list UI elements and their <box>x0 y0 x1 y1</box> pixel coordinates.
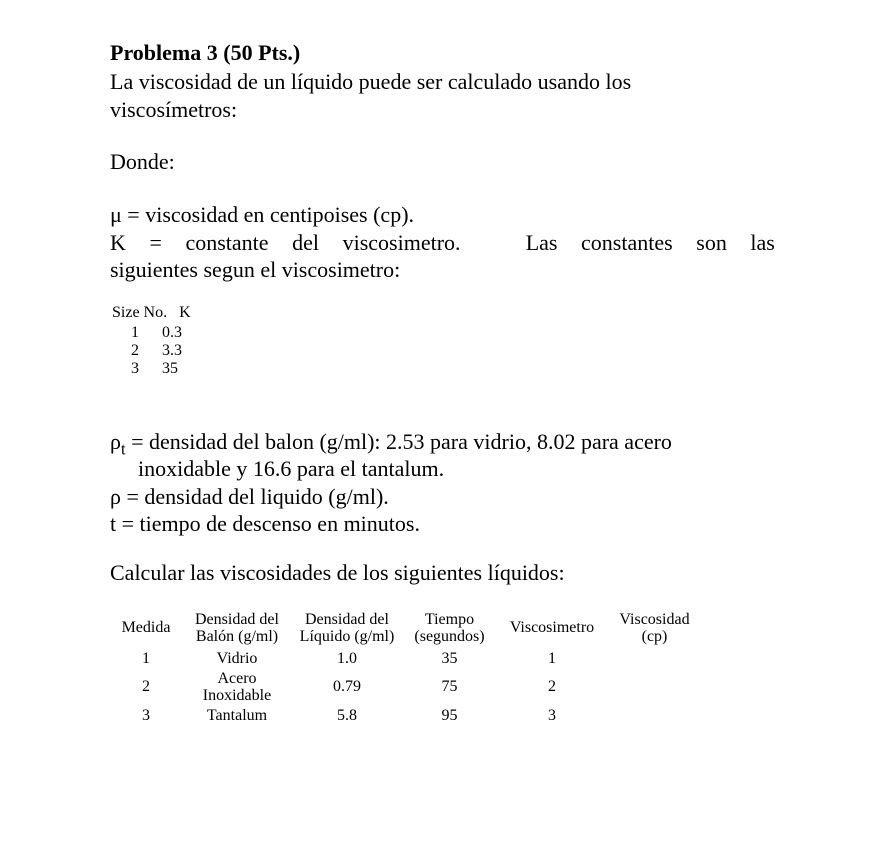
k-size-cell: 2 <box>112 342 158 360</box>
measurements-table: Medida Densidad del Balón (g/ml) Densida… <box>110 610 775 726</box>
cell-medida: 3 <box>110 706 182 726</box>
col-header-cp-l2: (cp) <box>642 628 668 645</box>
col-header-cp: Viscosidad (cp) <box>607 610 702 647</box>
col-header-tiempo-l2: (segundos) <box>414 628 484 645</box>
cell-visc: 1 <box>497 649 607 669</box>
col-header-balon-l1: Densidad del <box>195 611 279 628</box>
k-table-header-k: K <box>179 304 191 321</box>
k-constants-table: Size No. K 1 0.3 2 3.3 3 35 <box>112 304 775 378</box>
rho-symbol: ρ <box>110 429 121 454</box>
intro-line-2: viscosímetros: <box>110 97 237 122</box>
k-value-cell: 35 <box>158 360 198 378</box>
donde-label: Donde: <box>110 149 775 175</box>
cell-medida: 1 <box>110 649 182 669</box>
k-word-7: constantes <box>581 229 673 257</box>
mu-definition: μ = viscosidad en centipoises (cp). K = … <box>110 201 775 284</box>
cell-cp <box>607 715 702 717</box>
cell-cp <box>607 658 702 660</box>
heading-text: Problema 3 (50 Pts.) <box>110 40 300 65</box>
k-word-9: las <box>750 229 774 257</box>
intro-line-1: La viscosidad de un líquido puede ser ca… <box>110 69 631 94</box>
k-value-cell: 0.3 <box>158 324 198 342</box>
col-header-cp-l1: Viscosidad <box>619 611 689 628</box>
cell-balon: Vidrio <box>182 649 292 669</box>
col-header-liquido-l1: Densidad del <box>305 611 389 628</box>
density-definitions: ρt = densidad del balon (g/ml): 2.53 par… <box>110 428 775 538</box>
col-header-balon: Densidad del Balón (g/ml) <box>182 610 292 647</box>
col-header-liquido: Densidad del Líquido (g/ml) <box>292 610 402 647</box>
cell-liquido: 0.79 <box>292 677 402 697</box>
k-table-row: 1 0.3 <box>112 324 775 342</box>
k-word-4: del <box>292 229 319 257</box>
k-line-2: siguientes segun el viscosimetro: <box>110 256 775 284</box>
cell-tiempo: 75 <box>402 677 497 697</box>
cell-liquido: 5.8 <box>292 706 402 726</box>
calculate-label: Calcular las viscosidades de los siguien… <box>110 560 775 586</box>
rho-t-line-2: inoxidable y 16.6 para el tantalum. <box>110 455 775 483</box>
mu-line: μ = viscosidad en centipoises (cp). <box>110 201 775 229</box>
cell-tiempo: 35 <box>402 649 497 669</box>
table-row: 1 Vidrio 1.0 35 1 <box>110 649 775 669</box>
table-row: 3 Tantalum 5.8 95 3 <box>110 706 775 726</box>
cell-cp <box>607 686 702 688</box>
cell-medida: 2 <box>110 677 182 697</box>
rho-t-text: = densidad del balon (g/ml): 2.53 para v… <box>126 429 672 454</box>
k-word-6: Las <box>526 229 558 257</box>
k-size-cell: 3 <box>112 360 158 378</box>
rho-line: ρ = densidad del liquido (g/ml). <box>110 483 775 511</box>
cell-tiempo: 95 <box>402 706 497 726</box>
cell-balon: Tantalum <box>182 706 292 726</box>
rho-t-line-1: ρt = densidad del balon (g/ml): 2.53 par… <box>110 428 775 456</box>
col-header-tiempo: Tiempo (segundos) <box>402 610 497 647</box>
k-table-row: 2 3.3 <box>112 342 775 360</box>
k-table-header: Size No. K <box>112 304 775 322</box>
intro-paragraph: La viscosidad de un líquido puede ser ca… <box>110 68 775 123</box>
problem-heading: Problema 3 (50 Pts.) <box>110 40 775 66</box>
k-word-5: viscosimetro. <box>343 229 461 257</box>
k-word-8: son <box>696 229 727 257</box>
t-line: t = tiempo de descenso en minutos. <box>110 510 775 538</box>
col-header-medida: Medida <box>110 618 182 638</box>
k-size-cell: 1 <box>112 324 158 342</box>
cell-liquido: 1.0 <box>292 649 402 669</box>
cell-balon-l1: Acero <box>217 670 256 687</box>
k-line-1: K = constante del viscosimetro. Las cons… <box>110 229 775 257</box>
col-header-visc: Viscosimetro <box>497 618 607 638</box>
table-header-row: Medida Densidad del Balón (g/ml) Densida… <box>110 610 775 647</box>
k-word-1: K <box>110 229 126 257</box>
k-word-2: = <box>149 229 161 257</box>
col-header-liquido-l2: Líquido (g/ml) <box>300 628 395 645</box>
col-header-tiempo-l1: Tiempo <box>425 611 474 628</box>
cell-visc: 3 <box>497 706 607 726</box>
cell-balon-l2: Inoxidable <box>203 687 271 704</box>
k-word-3: constante <box>185 229 268 257</box>
k-value-cell: 3.3 <box>158 342 198 360</box>
cell-visc: 2 <box>497 677 607 697</box>
k-table-row: 3 35 <box>112 360 775 378</box>
k-gap <box>484 229 502 257</box>
k-table-header-size: Size No. <box>112 304 167 321</box>
problem-container: Problema 3 (50 Pts.) La viscosidad de un… <box>110 40 775 726</box>
col-header-balon-l2: Balón (g/ml) <box>196 628 278 645</box>
cell-balon: Acero Inoxidable <box>182 669 292 706</box>
table-row: 2 Acero Inoxidable 0.79 75 2 <box>110 669 775 706</box>
